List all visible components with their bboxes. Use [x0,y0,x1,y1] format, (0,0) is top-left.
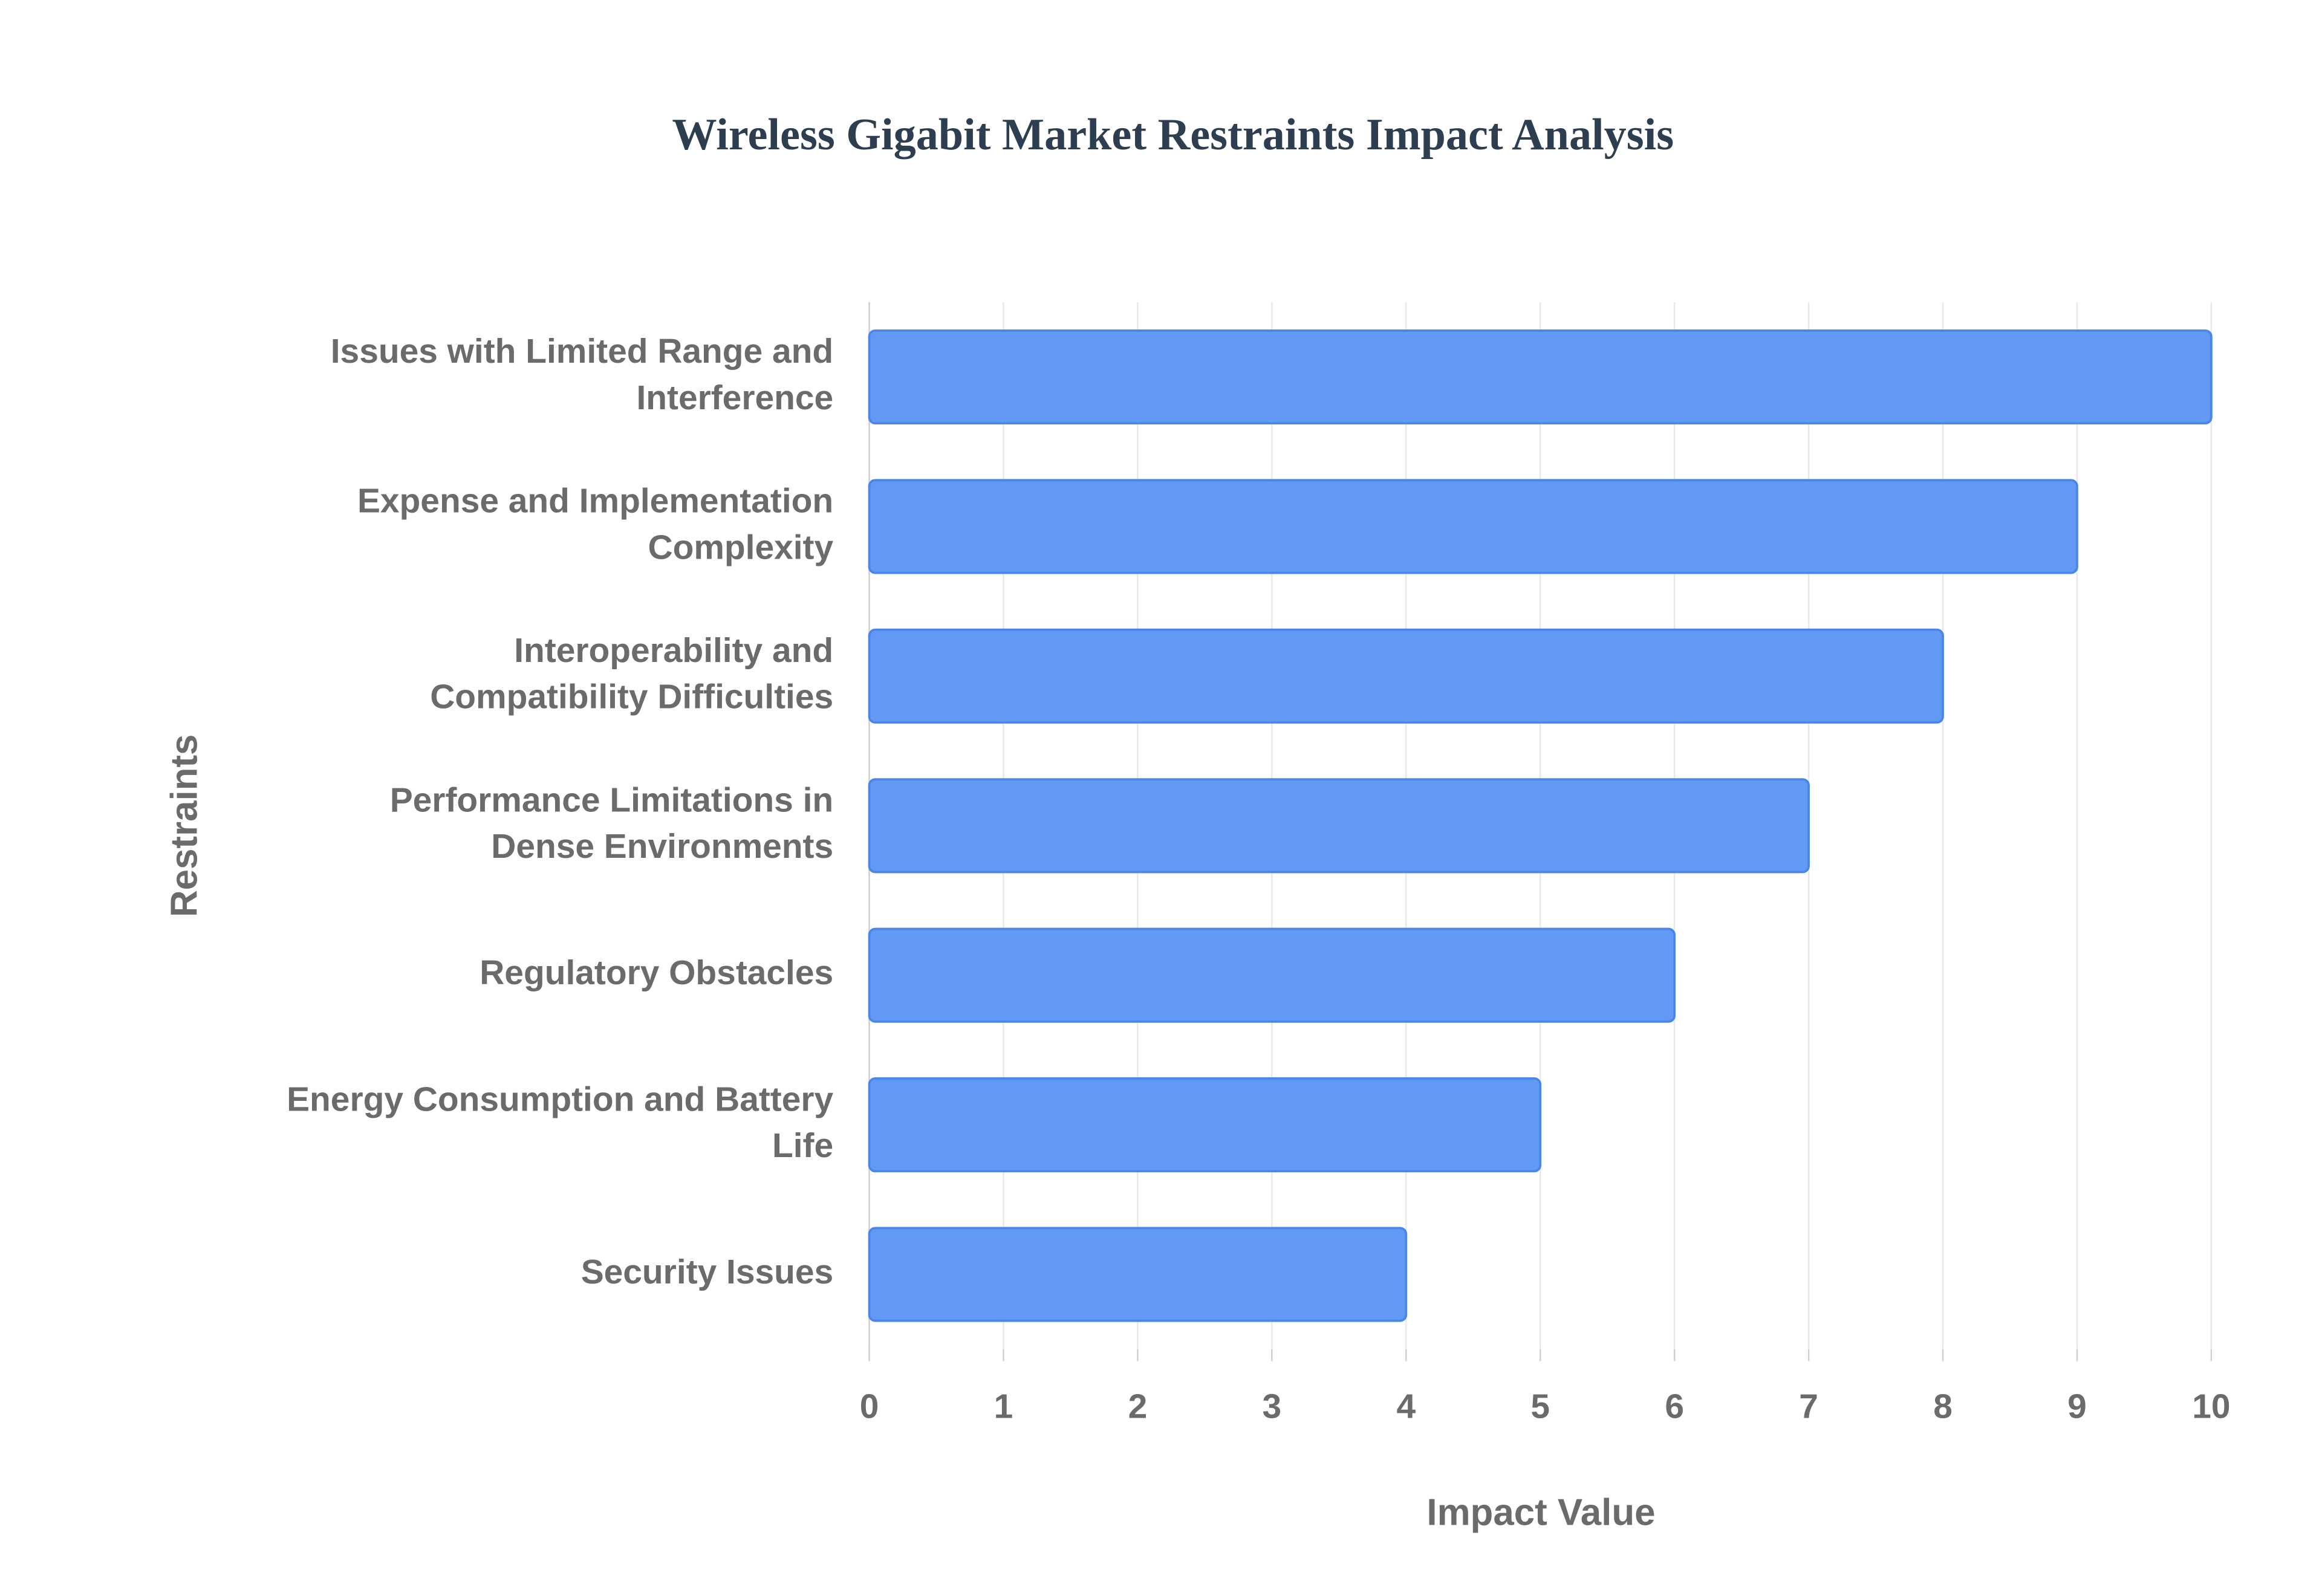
y-tick-label: Performance Limitations in Dense Environm… [390,780,833,866]
bar [868,329,2213,425]
bar [868,778,1810,874]
x-tick-label: 0 [860,1387,879,1426]
y-tick-label: Issues with Limited Range and Interferenc… [331,332,833,417]
x-tick-label: 10 [2192,1387,2230,1426]
bar [868,927,1676,1023]
chart-title: Wireless Gigabit Market Restraints Impac… [672,110,1674,160]
x-tick-label: 5 [1530,1387,1550,1426]
y-axis-title: Restraints [164,735,206,917]
x-tick-label: 8 [1933,1387,1953,1426]
x-tick-label: 4 [1396,1387,1416,1426]
y-tick-label: Regulatory Obstacles [480,953,833,992]
y-tick-label: Energy Consumption and Battery Life [287,1080,833,1165]
x-tick-label: 6 [1665,1387,1684,1426]
x-tick-label: 1 [994,1387,1013,1426]
x-tick-label: 9 [2067,1387,2087,1426]
x-tick-label: 7 [1799,1387,1818,1426]
x-tick-label: 2 [1128,1387,1148,1426]
x-axis-title: Impact Value [1426,1492,1655,1534]
bar [868,479,2078,574]
bar [868,628,1944,724]
bar [868,1077,1542,1173]
bar [868,1227,1408,1322]
y-tick-label: Interoperability and Compatibility Diffic… [430,631,833,716]
y-tick-label: Security Issues [581,1253,833,1291]
y-tick-label: Expense and Implementation Complexity [357,482,834,567]
x-tick-label: 3 [1263,1387,1282,1426]
